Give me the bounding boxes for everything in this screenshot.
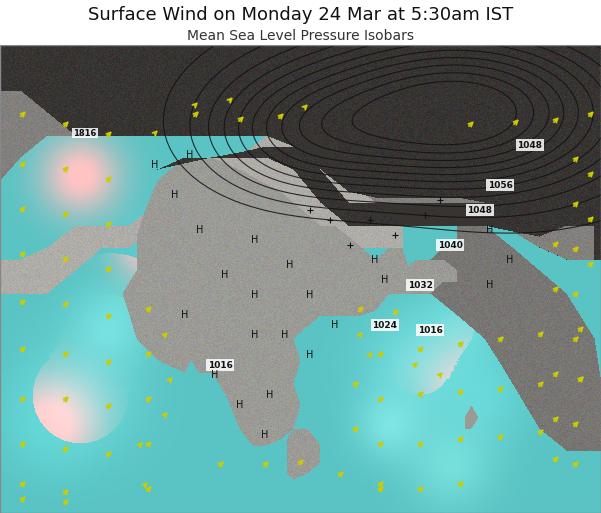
Text: H: H xyxy=(261,430,269,440)
Text: H: H xyxy=(151,160,159,170)
Text: H: H xyxy=(221,270,229,280)
Text: Mean Sea Level Pressure Isobars: Mean Sea Level Pressure Isobars xyxy=(187,29,414,43)
Text: H: H xyxy=(381,275,389,285)
Text: 1816: 1816 xyxy=(73,129,97,137)
Text: H: H xyxy=(251,235,258,245)
Text: H: H xyxy=(486,280,493,290)
Text: 1024: 1024 xyxy=(373,321,397,329)
Text: H: H xyxy=(371,255,379,265)
Text: 1016: 1016 xyxy=(207,361,233,369)
Text: H: H xyxy=(236,400,243,410)
Text: Surface Wind on Monday 24 Mar at 5:30am IST: Surface Wind on Monday 24 Mar at 5:30am … xyxy=(88,6,513,24)
Text: H: H xyxy=(251,330,258,340)
Text: 1016: 1016 xyxy=(418,326,442,334)
Text: 1056: 1056 xyxy=(487,181,513,190)
Text: 1048: 1048 xyxy=(468,206,492,214)
Text: H: H xyxy=(286,260,294,270)
Text: H: H xyxy=(266,390,273,400)
Text: 1032: 1032 xyxy=(407,281,433,289)
Text: H: H xyxy=(212,370,219,380)
Text: H: H xyxy=(197,225,204,235)
Text: H: H xyxy=(171,190,178,200)
Text: H: H xyxy=(281,330,288,340)
Text: H: H xyxy=(251,290,258,300)
Text: H: H xyxy=(307,350,314,360)
Text: 1040: 1040 xyxy=(438,241,462,250)
Text: 1048: 1048 xyxy=(517,141,543,150)
Text: H: H xyxy=(506,255,514,265)
Text: H: H xyxy=(331,320,339,330)
Text: H: H xyxy=(486,225,493,235)
Text: H: H xyxy=(182,310,189,320)
Text: H: H xyxy=(186,150,194,160)
Text: H: H xyxy=(307,290,314,300)
